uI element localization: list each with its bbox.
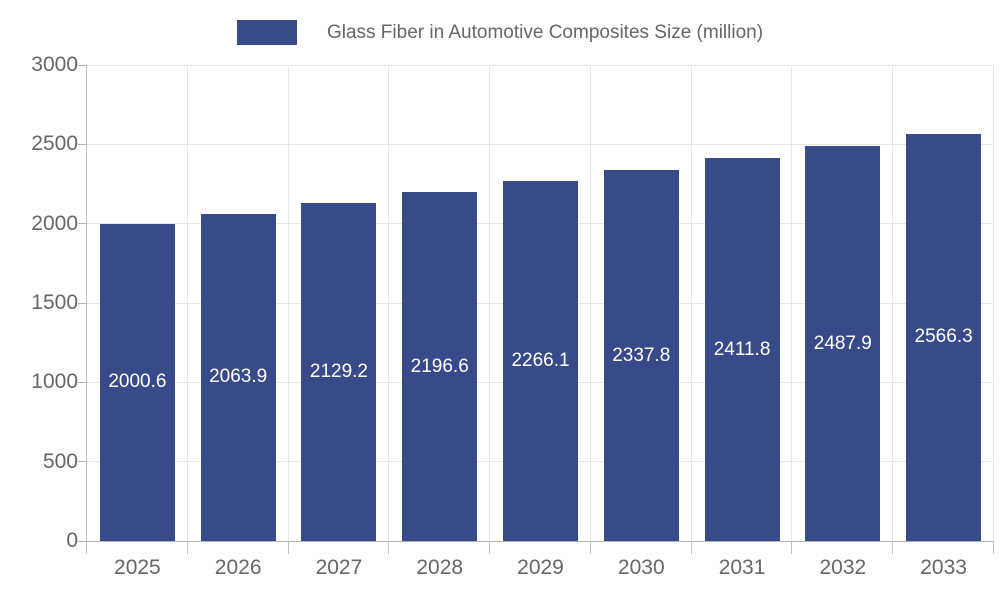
x-axis-label: 2027 [315,556,363,579]
y-axis-tick [78,461,86,463]
x-gridline [690,65,692,541]
x-axis-tick [791,542,793,554]
legend-label: Glass Fiber in Automotive Composites Siz… [326,21,764,43]
x-axis-label: 2029 [517,556,564,579]
bar-2026 [200,213,276,541]
bar-2033 [906,133,982,541]
x-axis-tick [388,542,390,554]
bar-2031 [704,158,780,541]
bar-2029 [503,181,578,541]
bar-value-label: 2337.8 [612,344,671,366]
x-gridline [993,65,994,541]
x-axis-label: 2032 [819,556,867,579]
y-axis-label: 2500 [31,132,78,156]
x-gridline [489,65,491,541]
y-axis-label: 500 [42,449,78,473]
bar-2030 [603,170,679,541]
y-axis-tick [78,223,86,225]
x-axis-tick [690,542,692,554]
y-gridline [87,64,994,66]
x-axis-tick [589,542,591,554]
y-axis-label: 0 [66,529,78,552]
bar-value-label: 2129.2 [309,361,368,383]
bar-2028 [402,192,478,541]
y-axis-label: 3000 [31,53,78,76]
x-axis-tick [186,542,188,554]
x-axis-tick [892,542,894,554]
legend-swatch [236,20,297,45]
y-axis-tick [78,64,86,66]
x-gridline [589,65,591,541]
x-axis-label: 2028 [416,556,464,579]
x-axis-tick [489,542,491,554]
x-axis-label: 2025 [114,556,161,579]
x-axis-label: 2031 [718,556,766,579]
bar-value-label: 2000.6 [108,371,167,393]
y-axis-label: 1500 [31,291,78,314]
y-axis-label: 2000 [31,211,78,235]
bar-2032 [805,146,881,541]
x-axis-tick [993,542,994,554]
x-gridline [287,65,289,541]
x-gridline [892,65,894,541]
y-axis-tick [78,540,86,542]
x-axis-line [86,541,994,542]
x-gridline [791,65,793,541]
x-axis-label: 2026 [214,556,262,579]
x-axis-tick [86,542,87,554]
x-axis-tick [287,542,289,554]
bar-value-label: 2063.9 [209,366,268,388]
y-axis-tick [78,381,86,383]
bar-2025 [99,223,175,541]
y-axis-label: 1000 [31,370,78,394]
bar-value-label: 2411.8 [713,338,771,360]
y-axis-line [86,65,87,541]
bar-value-label: 2196.6 [410,355,469,377]
bar-value-label: 2566.3 [914,326,973,348]
x-axis-label: 2030 [617,556,665,579]
legend: Glass Fiber in Automotive Composites Siz… [0,20,1000,45]
x-gridline [388,65,390,541]
bar-2027 [301,203,377,541]
x-gridline [186,65,188,541]
bar-value-label: 2487.9 [813,332,872,354]
bar-value-label: 2266.1 [511,350,570,372]
x-axis-label: 2033 [920,556,967,579]
y-axis-tick [78,302,86,304]
y-axis-tick [78,143,86,145]
plot-area: 2000.6 2063.9 2129.2 2196.6 2266.1 2337.8 2411… [78,64,994,554]
y-gridline [87,143,994,145]
